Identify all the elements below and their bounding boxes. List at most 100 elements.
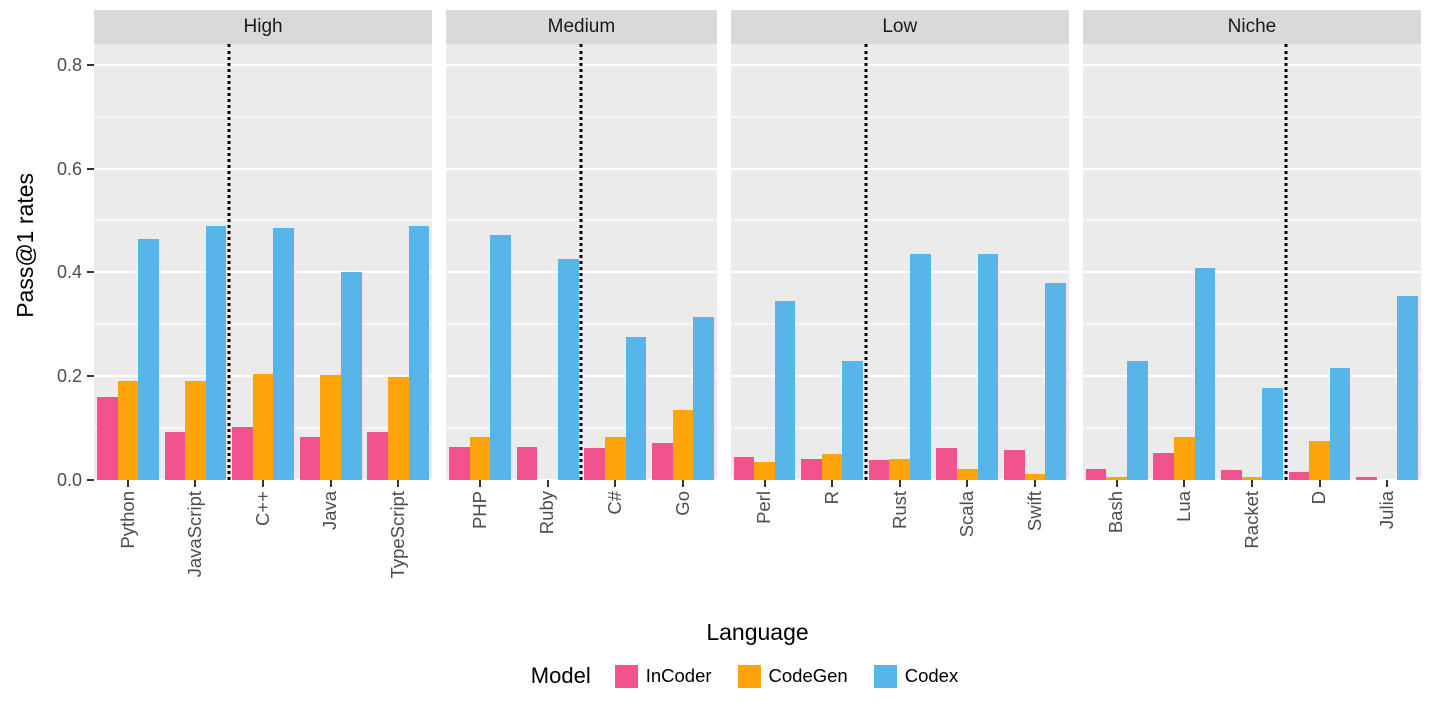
x-tick-mark (1386, 480, 1389, 487)
bar-codex-c++ (273, 228, 294, 480)
x-labels-row: Python JavaScript C++ Java TypeScript (94, 488, 432, 612)
bar-incoder-d (1288, 472, 1310, 480)
bar-codex-swift (1045, 282, 1066, 480)
bar-codegen-typescript (388, 376, 409, 480)
y-tick-mark (87, 375, 94, 378)
x-tick-cell (162, 480, 230, 488)
gridline-minor (1082, 219, 1421, 221)
bar-codegen-java (320, 374, 341, 480)
gridline-major (94, 271, 433, 274)
gridline-minor (730, 219, 1069, 221)
gridline-major (94, 63, 433, 66)
bars-layer (94, 44, 432, 480)
panel-body (446, 44, 717, 480)
gridline-minor (730, 116, 1069, 118)
bar-incoder-swift (1004, 449, 1025, 480)
bar-codegen-go (672, 409, 694, 480)
gridline-major (1082, 63, 1421, 66)
gridline-minor (730, 323, 1069, 325)
x-tick-label: Python (116, 491, 138, 549)
bar-codex-julia (1397, 295, 1419, 480)
x-tick-label: Scala (956, 491, 978, 538)
x-tick-mark (614, 480, 617, 487)
x-tick-label: Java (319, 491, 341, 531)
x-tick-cell (649, 480, 717, 488)
facet-low: Low Perl R Rust Scala Swift (730, 10, 1069, 612)
x-label-cell: Julia (1353, 488, 1421, 612)
legend-label: Codex (904, 665, 959, 686)
x-tick-mark (194, 480, 197, 487)
bar-incoder-php (449, 447, 470, 480)
gridline-minor (94, 219, 433, 221)
bar-codex-ruby (557, 258, 579, 480)
gridline-minor (1082, 116, 1421, 118)
x-tick-cell (1286, 480, 1354, 488)
bar-incoder-ruby (516, 447, 538, 480)
x-tick-label: Lua (1173, 491, 1195, 522)
gridline-major (730, 375, 1069, 378)
x-label-cell: Python (94, 488, 162, 612)
x-label-cell: Java (297, 488, 365, 612)
x-label-cell: Lua (1150, 488, 1218, 612)
x-label-cell: TypeScript (365, 488, 433, 612)
bar-group-swift (1001, 44, 1069, 480)
bar-group-go (649, 44, 717, 480)
bar-codex-d (1329, 368, 1351, 480)
x-label-cell: JavaScript (162, 488, 230, 612)
panel-body (1082, 44, 1421, 480)
x-tick-cell (446, 480, 514, 488)
x-label-cell: PHP (446, 488, 514, 612)
x-label-cell: C# (581, 488, 649, 612)
y-tick-label: 0.4 (56, 262, 82, 283)
bar-codegen-swift (1024, 473, 1046, 480)
x-tick-label: TypeScript (387, 491, 409, 579)
bar-codegen-c# (604, 437, 626, 480)
gridline-major (1082, 167, 1421, 170)
bar-group-racket (1218, 44, 1286, 480)
legend-title: Model (530, 663, 591, 688)
bar-group-java (297, 44, 365, 480)
x-tick-mark (478, 480, 481, 487)
bar-codegen-scala (957, 468, 978, 480)
x-tick-label: Swift (1023, 491, 1045, 532)
panel-body (730, 44, 1069, 480)
x-ticks-row (1083, 480, 1421, 488)
y-tick-container: 0.0 0.2 0.4 0.6 0.8 (42, 44, 94, 489)
legend-key-swatch (873, 664, 897, 688)
bar-codegen-perl (754, 461, 775, 480)
gridline-minor (1082, 427, 1421, 429)
x-tick-label: JavaScript (184, 491, 206, 578)
bar-group-typescript (365, 44, 433, 480)
x-tick-label: Go (671, 491, 693, 516)
x-label-cell: Swift (1001, 488, 1069, 612)
x-tick-label: PHP (468, 491, 490, 530)
facet-medium: Medium PHP Ruby C# Go (446, 10, 717, 612)
bar-group-r (798, 44, 866, 480)
gridline-minor (730, 427, 1069, 429)
x-tick-mark (1115, 480, 1118, 487)
bar-codex-java (341, 272, 362, 480)
x-tick-label: C++ (251, 491, 273, 526)
x-label-cell: Bash (1083, 488, 1151, 612)
dotted-divider (1284, 44, 1288, 480)
facet-niche: Niche Bash Lua Racket D Julia (1082, 10, 1421, 612)
y-tick-mark (87, 63, 94, 66)
x-tick-cell (514, 480, 582, 488)
bar-group-php (446, 44, 514, 480)
x-tick-cell (297, 480, 365, 488)
bar-group-c# (581, 44, 649, 480)
y-tick-label: 0.8 (56, 54, 82, 75)
bar-codex-racket (1262, 388, 1283, 480)
x-tick-mark (898, 480, 901, 487)
x-tick-mark (1183, 480, 1186, 487)
bar-incoder-rust (868, 460, 890, 480)
x-label-cell: R (798, 488, 866, 612)
bar-incoder-c++ (232, 426, 253, 480)
x-tick-mark (966, 480, 969, 487)
legend-key-swatch (614, 664, 638, 688)
x-tick-cell (1001, 480, 1069, 488)
bar-group-ruby (514, 44, 582, 480)
bars-layer (1083, 44, 1421, 480)
bar-codegen-php (469, 437, 491, 480)
x-tick-cell (229, 480, 297, 488)
